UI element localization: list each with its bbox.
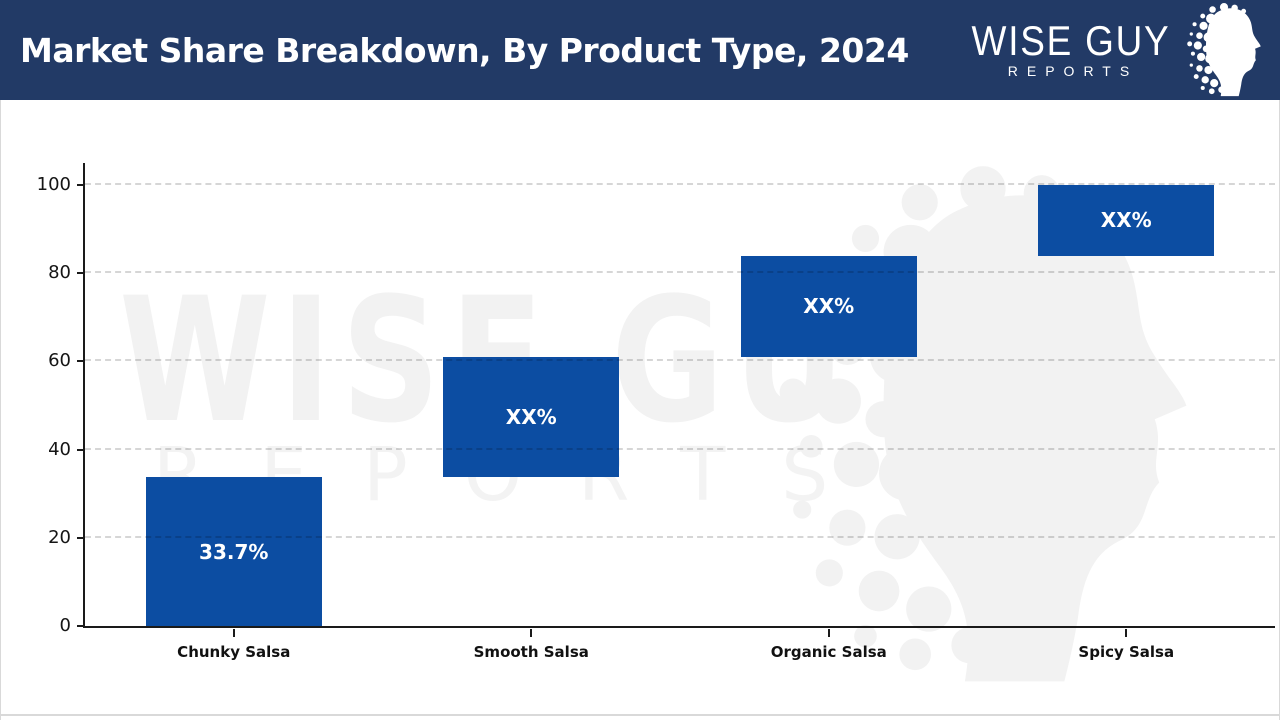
y-tick-label: 40 bbox=[48, 438, 71, 460]
page-title: Market Share Breakdown, By Product Type,… bbox=[20, 30, 909, 70]
wiseguy-head-icon bbox=[1180, 3, 1268, 97]
y-tick-label: 20 bbox=[48, 526, 71, 548]
x-tick-label: Chunky Salsa bbox=[177, 643, 291, 661]
y-tick-label: 80 bbox=[48, 262, 71, 284]
gridline-60 bbox=[85, 359, 1275, 362]
gridline-80 bbox=[85, 271, 1275, 274]
y-tick-mark bbox=[77, 184, 85, 187]
bar-smooth-salsa: XX% bbox=[443, 357, 620, 478]
x-tick-label: Smooth Salsa bbox=[473, 643, 589, 661]
y-tick-label: 0 bbox=[59, 615, 71, 636]
gridline-20 bbox=[85, 535, 1275, 538]
x-tick-mark bbox=[1125, 628, 1128, 637]
x-tick-label: Spicy Salsa bbox=[1078, 643, 1175, 661]
bar-value-label: XX% bbox=[1100, 208, 1152, 233]
bottom-frame-line bbox=[1, 714, 1279, 716]
bar-value-label: XX% bbox=[803, 294, 855, 319]
logo-subtext: REPORTS bbox=[1007, 62, 1139, 79]
y-tick-mark bbox=[77, 360, 85, 363]
chart-area: WISE GUY REPORTS 02040608010033.7%Chunky… bbox=[0, 100, 1280, 720]
x-tick-mark bbox=[530, 628, 533, 637]
header: Market Share Breakdown, By Product Type,… bbox=[0, 0, 1280, 100]
gridline-100 bbox=[85, 183, 1275, 186]
y-tick-label: 60 bbox=[48, 350, 71, 372]
bar-spicy-salsa: XX% bbox=[1038, 185, 1215, 256]
x-tick-label: Organic Salsa bbox=[770, 643, 887, 661]
logo-wordmark: WISE GUY bbox=[971, 16, 1171, 64]
bar-chunky-salsa: 33.7% bbox=[145, 477, 322, 626]
bar-value-label: XX% bbox=[505, 405, 557, 430]
x-tick-mark bbox=[827, 628, 830, 637]
plot-area: 0 20 40 60 80 100 33.7% Chunky Salsa XX% Smooth S… bbox=[37, 163, 1275, 661]
y-tick-mark bbox=[77, 272, 85, 275]
bar-organic-salsa: XX% bbox=[740, 255, 917, 358]
y-tick-label: 100 bbox=[36, 174, 71, 196]
y-tick-mark bbox=[77, 625, 85, 627]
y-tick-mark bbox=[77, 448, 85, 451]
logo-text: WISE GUY REPORTS bbox=[958, 16, 1184, 80]
gridline-40 bbox=[85, 447, 1275, 450]
bar-value-label: 33.7% bbox=[199, 539, 269, 564]
wiseguy-logo: WISE GUY REPORTS bbox=[958, 3, 1268, 97]
y-tick-mark bbox=[77, 536, 85, 539]
x-tick-mark bbox=[232, 628, 235, 637]
